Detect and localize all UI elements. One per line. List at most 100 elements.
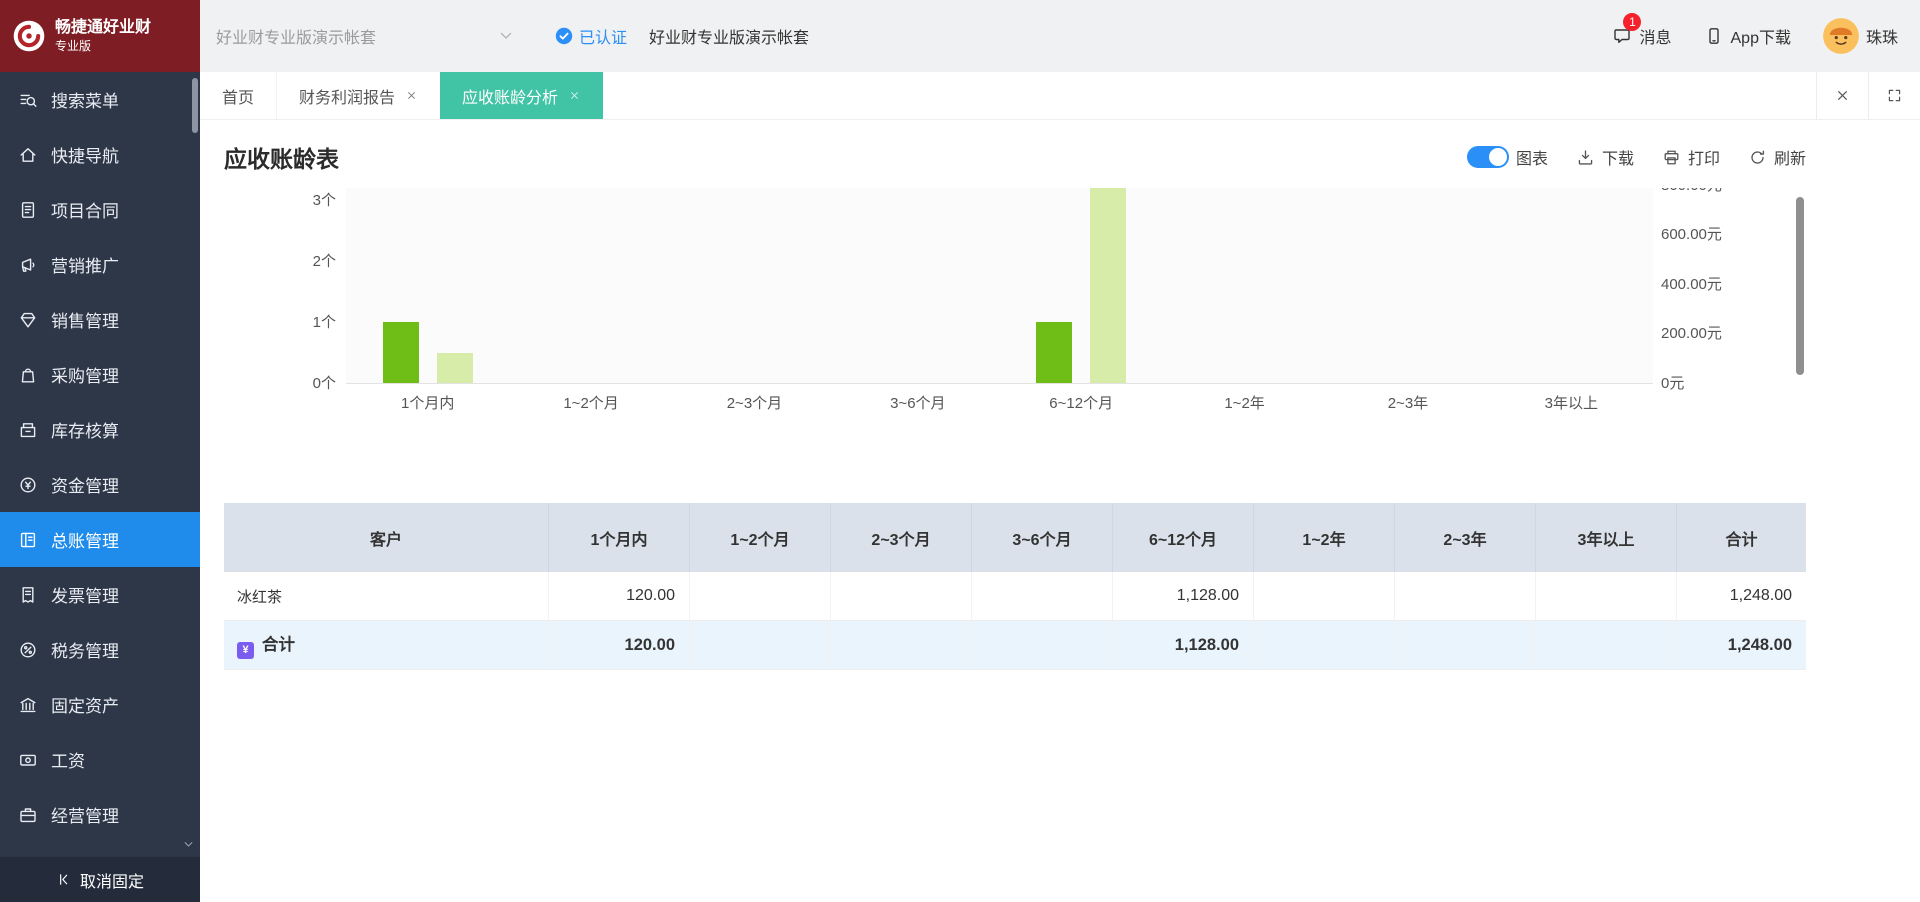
account-switcher[interactable]: 好业财专业版演示帐套 [216,24,516,48]
value-cell [831,621,972,670]
sidebar-item-business[interactable]: 经营管理 [0,787,200,842]
chart-bar-count [382,322,419,383]
unpin-button[interactable]: 取消固定 [0,857,200,902]
tab-close-icon[interactable] [405,89,418,102]
chart-bar-count [1036,322,1073,383]
tab-profit-report[interactable]: 财务利润报告 [276,72,440,119]
print-icon [1662,148,1681,167]
value-cell [1395,621,1536,670]
table-row[interactable]: 冰红茶 120.00 1,128.00 1,248.00 [224,572,1806,621]
app-download-button[interactable]: App下载 [1704,24,1791,48]
sidebar-item-project-contract[interactable]: 项目合同 [0,182,200,237]
sidebar-item-fixed-assets[interactable]: 固定资产 [0,677,200,732]
tab-close-icon[interactable] [568,89,581,102]
sidebar-scrollbar[interactable] [192,78,198,133]
sidebar-item-label: 库存核算 [51,422,119,441]
sidebar-item-funds[interactable]: 资金管理 [0,457,200,512]
download-button[interactable]: 下载 [1576,145,1634,169]
chevron-down-icon [496,26,516,46]
refresh-button[interactable]: 刷新 [1748,145,1806,169]
tab-bar-actions [1816,72,1920,119]
value-cell: 1,128.00 [1113,621,1254,670]
message-count-badge: 1 [1623,13,1642,31]
marketing-icon [18,255,38,275]
value-cell: 120.00 [549,621,690,670]
avatar [1822,18,1859,54]
close-tabs-button[interactable] [1816,72,1868,119]
value-cell [1395,572,1536,621]
tab-label: 首页 [222,89,255,107]
close-icon [1834,87,1851,104]
search-menu-icon [18,90,38,110]
top-bar: 好业财专业版演示帐套 已认证 好业财专业版演示帐套 消息 1 App下载 [200,0,1920,72]
sidebar-item-ledger[interactable]: 总账管理 [0,512,200,567]
aging-chart: 1个月内 1~2个月 2~3个月 3~6个月 6~12个月 1~2年 2~3年 3年以上 0个 1… [224,188,1806,418]
user-menu[interactable]: 珠珠 [1822,18,1898,54]
toggle-knob [1488,148,1507,166]
sidebar-item-payroll[interactable]: 工资 [0,732,200,787]
x-axis-label: 1个月内 [401,395,455,412]
x-axis-label: 1~2个月 [563,395,619,412]
column-header: 合计 [1677,503,1806,572]
x-axis-label: 2~3年 [1387,395,1429,412]
app-edition: 专业版 [55,38,92,53]
column-header: 3~6个月 [972,503,1113,572]
sidebar-item-sales[interactable]: 销售管理 [0,292,200,347]
sidebar-item-settings[interactable]: 系统管理 [0,842,200,857]
chevron-down-icon[interactable] [181,837,196,852]
sidebar-item-invoice[interactable]: 发票管理 [0,567,200,622]
y-axis-left-tick: 2个 [312,253,336,270]
value-cell [972,572,1113,621]
sidebar-item-label: 经营管理 [51,807,119,826]
quick-nav-icon [18,145,38,165]
collapse-icon [56,871,73,888]
refresh-label: 刷新 [1773,151,1806,168]
app-title: 畅捷通好业财 [55,18,152,36]
page-content: 应收账龄表 图表 下载 打印 [200,120,1920,902]
sidebar-item-label: 销售管理 [51,312,119,331]
sidebar-item-purchase[interactable]: 采购管理 [0,347,200,402]
chart-bar-amount [436,353,473,383]
value-cell: 1,248.00 [1677,572,1806,621]
tab-home[interactable]: 首页 [200,72,276,119]
column-header: 3年以上 [1536,503,1677,572]
purchase-icon [18,365,38,385]
fullscreen-button[interactable] [1868,72,1920,119]
sidebar-item-label: 税务管理 [51,642,119,661]
content-scrollbar[interactable] [1796,197,1804,375]
print-button[interactable]: 打印 [1662,145,1720,169]
payroll-icon [18,750,38,770]
sidebar-item-quick-nav[interactable]: 快捷导航 [0,127,200,182]
y-axis-right-tick: 200.00元 [1661,325,1722,343]
refresh-icon [1748,148,1767,167]
project-contract-icon [18,200,38,220]
value-cell [1254,572,1395,621]
value-cell: 120.00 [549,572,690,621]
sidebar-item-marketing[interactable]: 营销推广 [0,237,200,292]
sidebar-item-inventory[interactable]: 库存核算 [0,402,200,457]
sidebar-item-search-menu[interactable]: 搜索菜单 [0,72,200,127]
value-cell [831,572,972,621]
y-axis-right-tick: 0元 [1661,375,1685,392]
page-title: 应收账龄表 [224,146,339,172]
sidebar-item-label: 搜索菜单 [51,92,119,111]
logo-icon [12,19,46,53]
fixed-assets-icon [18,695,38,715]
column-header: 2~3个月 [831,503,972,572]
chart-toggle-label: 图表 [1515,151,1548,168]
sidebar-item-tax[interactable]: 税务管理 [0,622,200,677]
total-icon: ¥ [237,641,254,659]
y-axis-right-tick: 600.00元 [1661,226,1722,244]
tab-bar: 首页 财务利润报告 应收账龄分析 [200,72,1920,120]
funds-icon [18,475,38,495]
total-label: 合计 [262,636,295,655]
tab-label: 财务利润报告 [299,89,396,107]
tab-aging-analysis[interactable]: 应收账龄分析 [440,72,604,119]
value-cell: 1,248.00 [1677,621,1806,670]
messages-button[interactable]: 消息 1 [1612,13,1672,48]
verified-badge[interactable]: 已认证 [554,24,627,48]
sidebar-item-label: 工资 [51,752,85,771]
value-cell [1536,572,1677,621]
chart-toggle[interactable] [1466,146,1509,168]
